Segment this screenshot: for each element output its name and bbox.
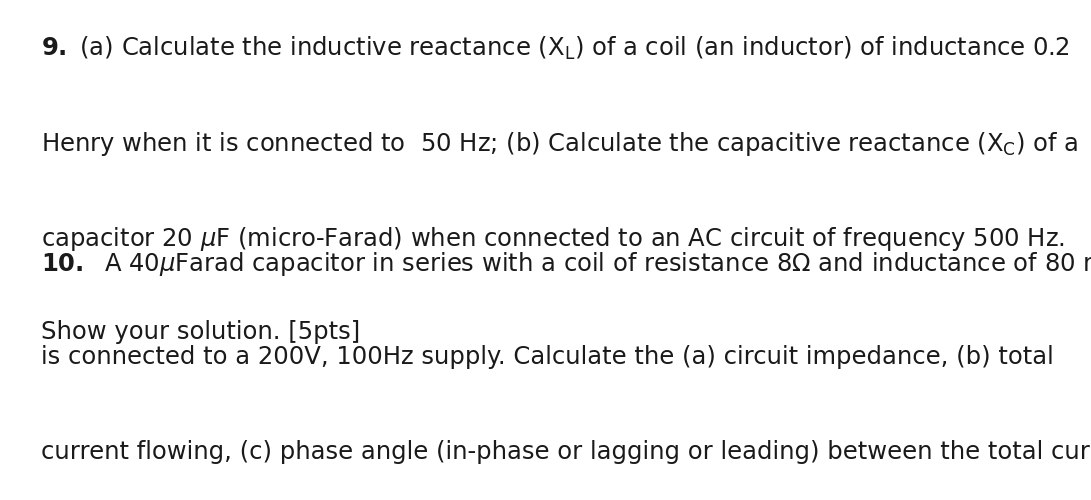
Text: capacitor 20 $\mu$F (micro-Farad) when connected to an AC circuit of frequency 5: capacitor 20 $\mu$F (micro-Farad) when c… <box>41 225 1066 253</box>
Text: current flowing, (c) phase angle (in-phase or lagging or leading) between the to: current flowing, (c) phase angle (in-pha… <box>41 440 1091 464</box>
Text: $\mathbf{10.}$  A 40$\mu$Farad capacitor in series with a coil of resistance 8$\: $\mathbf{10.}$ A 40$\mu$Farad capacitor … <box>41 250 1091 278</box>
Text: $\mathbf{9.}$ (a) Calculate the inductive reactance (X$_\mathrm{L}$) of a coil (: $\mathbf{9.}$ (a) Calculate the inductiv… <box>41 35 1069 62</box>
Text: Show your solution. [5pts]: Show your solution. [5pts] <box>41 320 361 344</box>
Text: Henry when it is connected to  50 Hz; (b) Calculate the capacitive reactance (X$: Henry when it is connected to 50 Hz; (b)… <box>41 130 1079 158</box>
Text: is connected to a 200V, 100Hz supply. Calculate the (a) circuit impedance, (b) t: is connected to a 200V, 100Hz supply. Ca… <box>41 345 1054 369</box>
